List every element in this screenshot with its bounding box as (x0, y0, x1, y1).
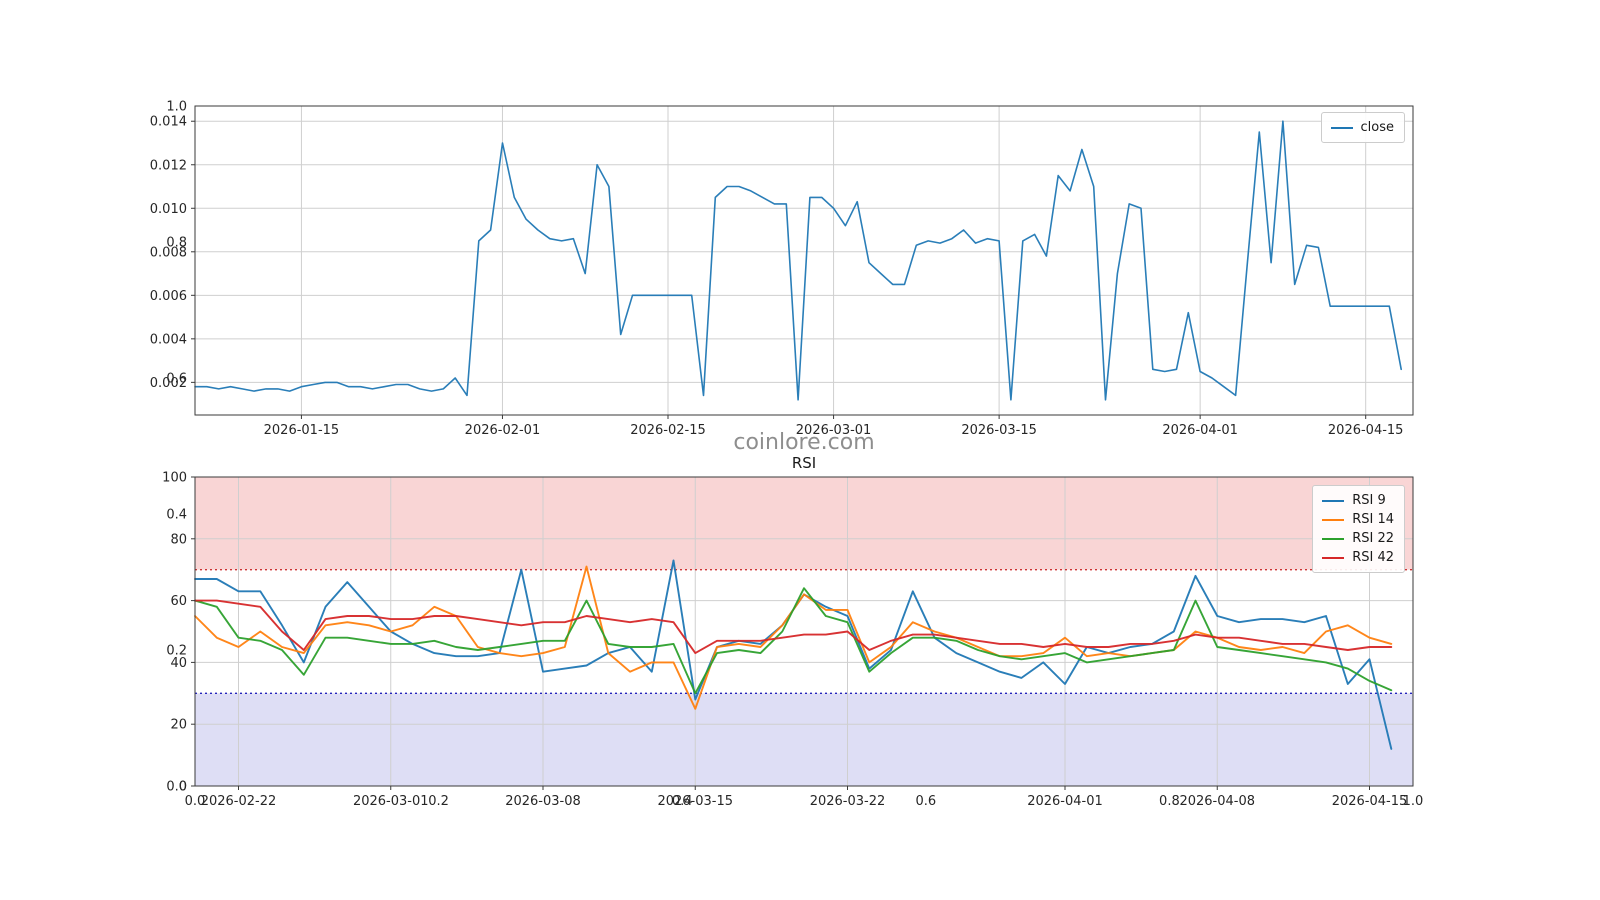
axes-frame (194, 105, 1414, 416)
overlay-y-tick-label: 0.8 (166, 236, 187, 251)
y-tick-label: 0.014 (150, 115, 187, 130)
y-tick-label: 100 (162, 471, 187, 486)
rsi-14-line-swatch (1322, 518, 1345, 521)
series-line-close (194, 120, 1402, 401)
overlay-y-tick-label: 0.6 (166, 372, 187, 387)
y-tick-label: 20 (170, 718, 187, 733)
overlay-y-tick-label: 1.0 (166, 100, 187, 115)
overlay-x-tick-label: 0.8 (1159, 794, 1180, 809)
overlay-y-tick-label: 0.0 (166, 780, 187, 795)
x-tick-label: 2026-03-15 (657, 794, 733, 809)
legend-label-close: close (1360, 120, 1394, 135)
x-tick-label: 2026-04-15 (1332, 794, 1408, 809)
axes-frame (194, 476, 1414, 787)
legend-label-rsi-42: RSI 42 (1352, 550, 1394, 565)
legend-rsi: RSI 9 RSI 14 RSI 22 RSI 42 (1312, 485, 1405, 573)
overlay-x-tick-label: 0.6 (915, 794, 936, 809)
series-line-rsi-42 (194, 599, 1393, 655)
x-tick-label: 2026-03-01 (796, 423, 872, 438)
x-tick-label: 2026-04-08 (1179, 794, 1255, 809)
legend-entry-rsi-9: RSI 9 (1322, 491, 1394, 510)
rsi-9-line-swatch (1322, 499, 1345, 502)
x-tick-label: 2026-04-01 (1027, 794, 1103, 809)
legend-entry-rsi-14: RSI 14 (1322, 510, 1394, 529)
legend-label-rsi-9: RSI 9 (1352, 493, 1386, 508)
y-tick-label: 40 (170, 656, 187, 671)
y-tick-label: 0.012 (150, 158, 187, 173)
watermark: coinlore.com (733, 430, 875, 455)
y-tick-label: 0 (179, 780, 187, 795)
legend-label-rsi-22: RSI 22 (1352, 531, 1394, 546)
threshold-band (195, 477, 1413, 570)
overlay-y-tick-label: 0.4 (166, 508, 187, 523)
legend-close: close (1320, 112, 1405, 143)
y-tick-label: 0.002 (150, 376, 187, 391)
y-tick-label: 0.004 (150, 332, 187, 347)
legend-label-rsi-14: RSI 14 (1352, 512, 1394, 527)
overlay-x-tick-label: 1.0 (1403, 794, 1424, 809)
legend-entry-rsi-22: RSI 22 (1322, 529, 1394, 548)
y-tick-label: 0.008 (150, 245, 187, 260)
threshold-band (195, 693, 1413, 786)
x-tick-label: 2026-04-01 (1162, 423, 1238, 438)
close-line-swatch (1330, 126, 1353, 129)
x-tick-label: 2026-03-15 (961, 423, 1037, 438)
x-tick-label: 2026-03-22 (810, 794, 886, 809)
legend-entry-close: close (1330, 118, 1394, 137)
overlay-x-tick-label: 0.4 (672, 794, 693, 809)
y-tick-label: 80 (170, 532, 187, 547)
y-tick-label: 60 (170, 594, 187, 609)
overlay-x-tick-label: 0.0 (185, 794, 206, 809)
rsi-42-line-swatch (1322, 556, 1345, 559)
y-tick-label: 0.010 (150, 202, 187, 217)
x-tick-label: 2026-04-15 (1328, 423, 1404, 438)
x-tick-label: 2026-02-22 (201, 794, 277, 809)
legend-entry-rsi-42: RSI 42 (1322, 548, 1394, 567)
x-tick-label: 2026-01-15 (264, 423, 340, 438)
x-tick-label: 2026-03-01 (353, 794, 429, 809)
rsi-subplot-title: RSI (791, 454, 817, 472)
overlay-x-tick-label: 0.2 (428, 794, 449, 809)
x-tick-label: 2026-02-01 (465, 423, 541, 438)
y-tick-label: 0.006 (150, 289, 187, 304)
series-line-rsi-22 (194, 587, 1393, 695)
x-tick-label: 2026-02-15 (630, 423, 706, 438)
overlay-y-tick-label: 0.2 (166, 644, 187, 659)
rsi-22-line-swatch (1322, 537, 1345, 540)
x-tick-label: 2026-03-08 (505, 794, 581, 809)
